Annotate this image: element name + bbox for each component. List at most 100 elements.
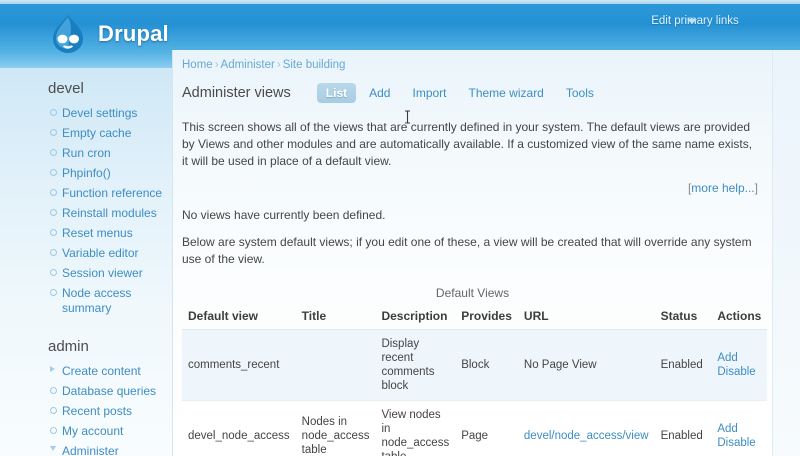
cell-view-provides: Block <box>455 329 518 401</box>
tab-list[interactable]: List <box>316 83 357 103</box>
cell-view-name: comments_recent <box>182 329 296 401</box>
default-views-note: Below are system default views; if you e… <box>182 235 752 266</box>
cell-view-title: Nodes in node_access table <box>295 400 376 456</box>
breadcrumb-item-site-building[interactable]: Site building <box>282 59 346 71</box>
cell-view-provides: Page <box>455 400 518 456</box>
column-header-url: URL <box>517 305 655 330</box>
sidebar-item-function-reference[interactable]: Function reference <box>0 183 172 203</box>
sidebar-link[interactable]: Database queries <box>62 383 157 398</box>
bullet-circle-icon <box>50 229 57 236</box>
view-url-link[interactable]: devel/node_access/view <box>523 430 649 442</box>
sidebar-item-phpinfo[interactable]: Phpinfo() <box>0 163 172 183</box>
table-header-row: Default view Title Description Provides … <box>182 305 768 330</box>
cell-view-actions: Add Disable <box>711 400 768 456</box>
column-header-actions: Actions <box>711 305 768 330</box>
sidebar-item-administer[interactable]: Administer <box>0 441 172 456</box>
main-content-panel: Home › Administer › Site building Administer… <box>172 50 772 456</box>
sidebar-item-session-viewer[interactable]: Session viewer <box>0 263 172 283</box>
bullet-circle-icon <box>50 129 57 136</box>
site-name: Drupal <box>98 21 169 46</box>
table-body: comments_recent Display recent comments … <box>182 329 768 456</box>
breadcrumb-separator: › <box>214 59 219 71</box>
intro-paragraph: This screen shows all of the views that … <box>182 120 753 168</box>
column-header-provides: Provides <box>455 305 518 330</box>
cell-view-title <box>295 329 376 401</box>
sidebar-link[interactable]: Empty cache <box>62 125 132 140</box>
sidebar-link[interactable]: Recent posts <box>62 403 133 418</box>
more-help-line: [more help...] <box>182 180 758 197</box>
sidebar-link[interactable]: Node access summary <box>62 285 132 315</box>
cell-view-description: View nodes in node_access table <box>375 400 456 456</box>
sidebar-item-node-access-summary[interactable]: Node access summary <box>0 283 172 318</box>
sidebar-link[interactable]: Devel settings <box>62 105 138 120</box>
sidebar-block-title-devel: devel <box>48 80 84 97</box>
bullet-circle-icon <box>50 189 57 196</box>
action-add-link[interactable]: Add <box>717 423 738 435</box>
bullet-circle-icon <box>50 407 57 414</box>
breadcrumb-separator: › <box>276 59 281 71</box>
breadcrumb: Home › Administer › Site building <box>173 50 772 79</box>
more-help-bracket-open: [ <box>687 181 692 195</box>
sidebar-menu-admin: Create content Database queries Recent p… <box>0 361 172 456</box>
action-add-link[interactable]: Add <box>717 352 738 364</box>
edit-primary-links[interactable]: Edit primary links <box>600 15 790 27</box>
sidebar-link[interactable]: Variable editor <box>62 245 139 260</box>
sidebar-item-devel-settings[interactable]: Devel settings <box>0 103 172 123</box>
column-header-status: Status <box>654 305 712 330</box>
sidebar-link[interactable]: Function reference <box>62 185 163 200</box>
sidebar-link[interactable]: Create content <box>62 363 141 378</box>
tab-tools[interactable]: Tools <box>565 86 594 100</box>
sidebar-link[interactable]: Run cron <box>62 145 111 160</box>
bullet-circle-icon <box>50 269 57 276</box>
tab-add[interactable]: Add <box>369 86 391 100</box>
sidebar-item-variable-editor[interactable]: Variable editor <box>0 243 172 263</box>
primary-links-notch-icon <box>687 19 697 24</box>
sidebar-link[interactable]: Phpinfo() <box>62 165 111 180</box>
bullet-circle-icon <box>50 109 57 116</box>
table-row: comments_recent Display recent comments … <box>182 329 768 401</box>
sidebar-item-reset-menus[interactable]: Reset menus <box>0 223 172 243</box>
sidebar-link[interactable]: Session viewer <box>62 265 143 280</box>
tab-theme-wizard[interactable]: Theme wizard <box>468 86 544 100</box>
sidebar-menu-devel: Devel settings Empty cache Run cron Phpi… <box>0 103 172 318</box>
table-row: devel_node_access Nodes in node_access t… <box>182 400 768 456</box>
sidebar-item-empty-cache[interactable]: Empty cache <box>0 123 172 143</box>
no-views-message: No views have currently been defined. <box>182 208 386 222</box>
sidebar-link[interactable]: Administer <box>62 443 119 456</box>
drupal-droplet-icon <box>48 13 88 55</box>
column-header-default-view: Default view <box>182 305 296 330</box>
sidebar-item-recent-posts[interactable]: Recent posts <box>0 401 172 421</box>
tab-import[interactable]: Import <box>412 86 447 100</box>
sidebar-link[interactable]: My account <box>62 423 124 438</box>
action-toggle-link[interactable]: Disable <box>717 437 756 449</box>
page-title-row: Administer views List Add Import Theme w… <box>173 79 772 109</box>
cell-view-url: devel/node_access/view <box>517 400 655 456</box>
bullet-circle-icon <box>50 289 57 296</box>
sidebar-block-title-admin: admin <box>48 338 89 355</box>
site-brand[interactable]: Drupal <box>48 13 169 55</box>
sidebar-item-database-queries[interactable]: Database queries <box>0 381 172 401</box>
action-toggle-link[interactable]: Disable <box>717 366 756 378</box>
bullet-circle-icon <box>50 209 57 216</box>
more-help-link[interactable]: more help... <box>691 181 755 195</box>
more-help-bracket-close: ] <box>754 181 758 195</box>
header-top-edge <box>0 0 800 4</box>
table-head: Default view Title Description Provides … <box>182 305 768 330</box>
bullet-circle-icon <box>50 149 57 156</box>
sidebar-item-reinstall-modules[interactable]: Reinstall modules <box>0 203 172 223</box>
left-sidebar: devel Devel settings Empty cache Run cro… <box>0 68 172 456</box>
column-header-title: Title <box>295 305 376 330</box>
sidebar-link[interactable]: Reinstall modules <box>62 205 157 220</box>
breadcrumb-item-home[interactable]: Home <box>182 59 213 71</box>
sidebar-item-create-content[interactable]: Create content <box>0 361 172 381</box>
bullet-circle-icon <box>50 387 57 394</box>
page-title: Administer views <box>182 85 291 101</box>
sidebar-item-my-account[interactable]: My account <box>0 421 172 441</box>
bullet-circle-icon <box>50 427 57 434</box>
default-views-table: Default view Title Description Provides … <box>182 305 768 456</box>
breadcrumb-item-administer[interactable]: Administer <box>220 59 275 71</box>
sidebar-link[interactable]: Reset menus <box>62 225 133 240</box>
cell-view-description: Display recent comments block <box>375 329 456 401</box>
sidebar-item-run-cron[interactable]: Run cron <box>0 143 172 163</box>
